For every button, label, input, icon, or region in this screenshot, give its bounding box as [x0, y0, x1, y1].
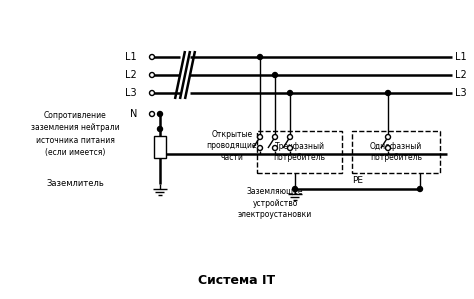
Circle shape: [157, 126, 163, 132]
Bar: [352, 131, 440, 173]
Text: N: N: [129, 109, 137, 119]
Circle shape: [288, 135, 292, 140]
Text: L3: L3: [126, 88, 137, 98]
Bar: [257, 131, 342, 173]
Text: Однофазный
потребитель: Однофазный потребитель: [370, 142, 422, 162]
Circle shape: [288, 146, 292, 150]
Circle shape: [292, 187, 298, 191]
Circle shape: [273, 135, 277, 140]
Text: L2: L2: [125, 70, 137, 80]
Circle shape: [273, 72, 277, 77]
Text: Система IT: Система IT: [199, 274, 275, 288]
Text: L1: L1: [126, 52, 137, 62]
Text: Открытые
проводящие
части: Открытые проводящие части: [207, 130, 257, 162]
Circle shape: [157, 112, 163, 117]
Circle shape: [273, 146, 277, 150]
Circle shape: [385, 146, 391, 150]
Circle shape: [385, 135, 391, 140]
Circle shape: [149, 91, 155, 95]
Text: Трехфазный
потребитель: Трехфазный потребитель: [273, 142, 326, 162]
Circle shape: [418, 187, 422, 191]
Bar: [154, 136, 166, 158]
Text: PE: PE: [352, 176, 363, 185]
Circle shape: [149, 112, 155, 117]
Circle shape: [288, 91, 292, 95]
Circle shape: [149, 54, 155, 60]
Circle shape: [149, 72, 155, 77]
Text: L1: L1: [455, 52, 466, 62]
Circle shape: [257, 135, 263, 140]
Text: Сопротивление
заземления нейтрали
источника питания
(если имеется): Сопротивление заземления нейтрали источн…: [31, 111, 119, 157]
Text: Заземлитель: Заземлитель: [46, 179, 104, 187]
Text: L3: L3: [455, 88, 466, 98]
Text: L2: L2: [455, 70, 467, 80]
Circle shape: [385, 91, 391, 95]
Circle shape: [257, 146, 263, 150]
Text: Заземляющее
устройство
электроустановки: Заземляющее устройство электроустановки: [238, 187, 312, 219]
Circle shape: [257, 54, 263, 60]
